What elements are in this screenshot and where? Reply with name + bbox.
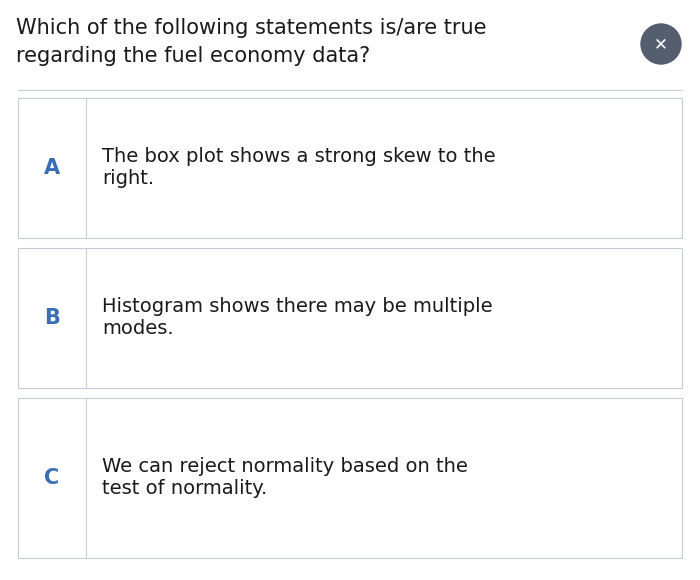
Text: test of normality.: test of normality. (102, 480, 267, 498)
Text: Histogram shows there may be multiple: Histogram shows there may be multiple (102, 298, 493, 317)
Text: ✕: ✕ (654, 35, 668, 53)
FancyBboxPatch shape (18, 248, 682, 388)
Text: B: B (44, 308, 60, 328)
Text: We can reject normality based on the: We can reject normality based on the (102, 458, 468, 477)
Text: The box plot shows a strong skew to the: The box plot shows a strong skew to the (102, 147, 496, 166)
FancyBboxPatch shape (18, 98, 682, 238)
Text: C: C (44, 468, 60, 488)
Text: Which of the following statements is/are true: Which of the following statements is/are… (16, 18, 486, 38)
Text: modes.: modes. (102, 320, 174, 339)
Circle shape (641, 24, 681, 64)
Text: right.: right. (102, 169, 154, 188)
Text: regarding the fuel economy data?: regarding the fuel economy data? (16, 46, 370, 66)
Text: A: A (44, 158, 60, 178)
FancyBboxPatch shape (18, 398, 682, 558)
